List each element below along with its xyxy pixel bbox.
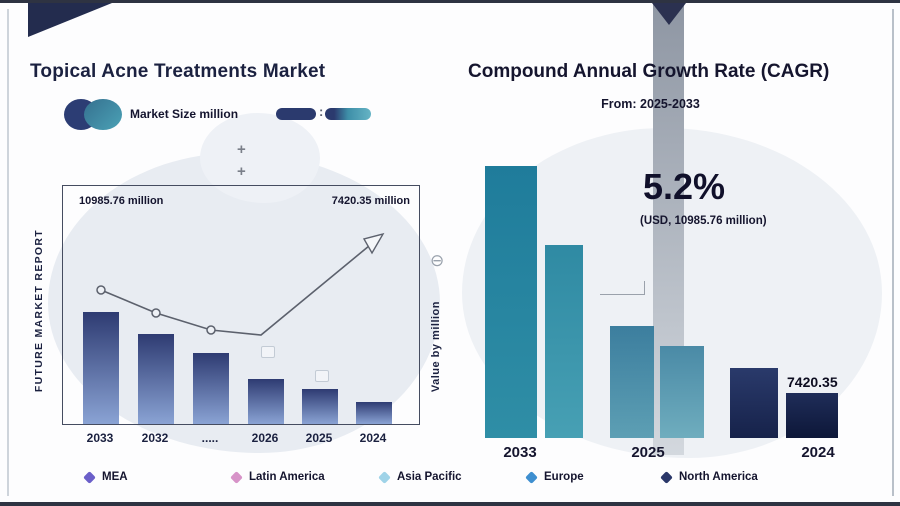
cagr-category-label: 2025 — [631, 444, 665, 461]
ghost-image-icon — [315, 370, 329, 382]
ghost-image-icon — [261, 346, 275, 358]
cagr-chart-categories: 2033 2025 2024 — [470, 444, 880, 464]
market-chart-categories: 2033 2032..... 2026 2025 2024 — [62, 431, 420, 447]
region-legend: MEA Latin America Asia Pacific Europe North … — [0, 470, 900, 493]
market-bar-2024 — [356, 402, 392, 424]
market-size-icon — [64, 99, 122, 130]
legend-diamond-icon — [83, 470, 96, 484]
market-category-label: 2032 — [141, 431, 169, 445]
report-side-label: FUTURE MARKET REPORT — [33, 229, 45, 393]
cagr-2024-value-label: 7420.35 — [787, 374, 838, 390]
legend-label: Asia Pacific — [397, 471, 462, 483]
cagr-value: 5.2% — [643, 166, 726, 207]
cagr-note: (USD, 10985.76 million) — [640, 215, 767, 227]
market-category-label: 2024 — [359, 431, 387, 445]
cagr-title: Compound Annual Growth Rate (CAGR) — [468, 61, 830, 82]
legend-label: MEA — [102, 471, 128, 483]
gradient-pill-icon — [325, 108, 371, 120]
legend-item-north-america: North America — [660, 470, 758, 484]
legend-label: Latin America — [249, 471, 325, 483]
corner-triangle — [28, 3, 112, 37]
cagr-category-label: 2033 — [503, 444, 537, 461]
market-bar-2033 — [83, 312, 119, 424]
right-edge-line — [892, 9, 894, 496]
cagr-category-label: 2024 — [801, 444, 835, 461]
plus-icon: + — [237, 163, 246, 180]
navy-pill-icon — [276, 108, 316, 120]
legend-label: North America — [679, 471, 758, 483]
market-chart: 10985.76 million 7420.35 million — [62, 185, 420, 425]
market-bar-..... — [193, 353, 229, 424]
band-top-notch — [652, 3, 686, 25]
circle-minus-icon: ⊖ — [430, 251, 445, 270]
cagr-bar-2025-series-2 — [660, 346, 704, 438]
trend-arrow — [96, 232, 385, 336]
left-edge-line — [7, 9, 9, 496]
step-bracket — [600, 281, 645, 295]
market-category-label: 2025 — [305, 431, 333, 445]
end-value-label: 7420.35 million — [331, 195, 410, 207]
legend-diamond-icon — [230, 470, 243, 484]
value-axis-label: Value by million — [430, 301, 442, 393]
cagr-subtitle: From: 2025-2033 — [601, 97, 700, 111]
cagr-chart-bars — [470, 163, 880, 438]
market-bar-2026 — [248, 379, 284, 424]
cagr-bar-2033-series-2 — [545, 245, 583, 438]
market-size-label: Market Size million — [130, 107, 239, 121]
market-chart-bars — [63, 186, 419, 424]
background-blob — [200, 113, 320, 203]
market-bar-2032 — [138, 334, 174, 424]
pill-separator: : — [319, 104, 324, 119]
cylinder-teal-half — [84, 99, 122, 130]
market-title: Topical Acne Treatments Market — [30, 61, 326, 82]
cagr-bar-2033-series-1 — [485, 166, 537, 438]
cagr-bar-2025-series-1 — [610, 326, 654, 438]
market-category-label: ..... — [201, 431, 219, 445]
legend-item-europe: Europe — [525, 470, 584, 484]
cagr-bar-2024-series-1 — [730, 368, 778, 438]
legend-diamond-icon — [378, 470, 391, 484]
legend-diamond-icon — [525, 470, 538, 484]
legend-item-asia-pacific: Asia Pacific — [378, 470, 462, 484]
market-bar-2025 — [302, 389, 338, 424]
legend-label: Europe — [544, 471, 584, 483]
legend-diamond-icon — [660, 470, 673, 484]
market-category-label: 2033 — [86, 431, 114, 445]
plus-icon: + — [237, 141, 246, 158]
legend-item-mea: MEA — [83, 470, 128, 484]
cagr-bar-2024-series-2 — [786, 393, 838, 438]
legend-item-latin-america: Latin America — [230, 470, 325, 484]
market-category-label: 2026 — [251, 431, 279, 445]
start-value-label: 10985.76 million — [79, 195, 164, 207]
